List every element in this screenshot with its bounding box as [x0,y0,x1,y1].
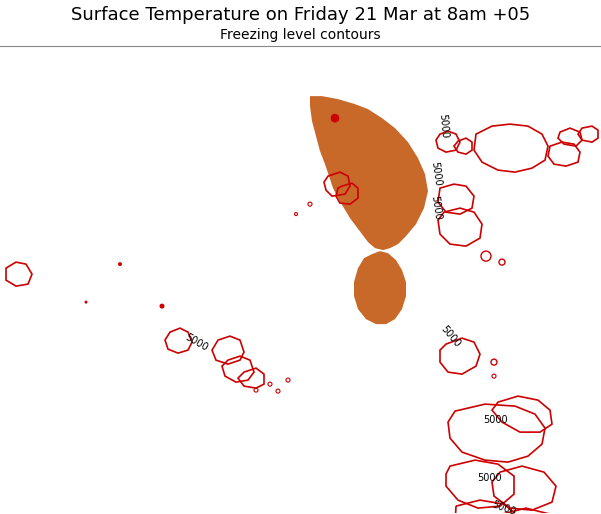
Text: Surface Temperature on Friday 21 Mar at 8am +05: Surface Temperature on Friday 21 Mar at … [71,6,530,24]
Circle shape [331,114,339,122]
Text: 5000: 5000 [484,415,508,425]
Circle shape [159,304,165,308]
Text: 5000: 5000 [437,114,449,139]
Text: Freezing level contours: Freezing level contours [220,28,381,42]
Text: 5000: 5000 [478,473,502,483]
Text: 5000: 5000 [438,323,462,349]
Text: 5000: 5000 [183,332,209,353]
Circle shape [118,262,122,266]
Text: 5000: 5000 [429,161,443,187]
Polygon shape [310,96,428,250]
Polygon shape [354,251,406,324]
Text: 5000: 5000 [491,499,517,514]
Circle shape [85,301,88,304]
Text: 5000: 5000 [429,195,443,221]
